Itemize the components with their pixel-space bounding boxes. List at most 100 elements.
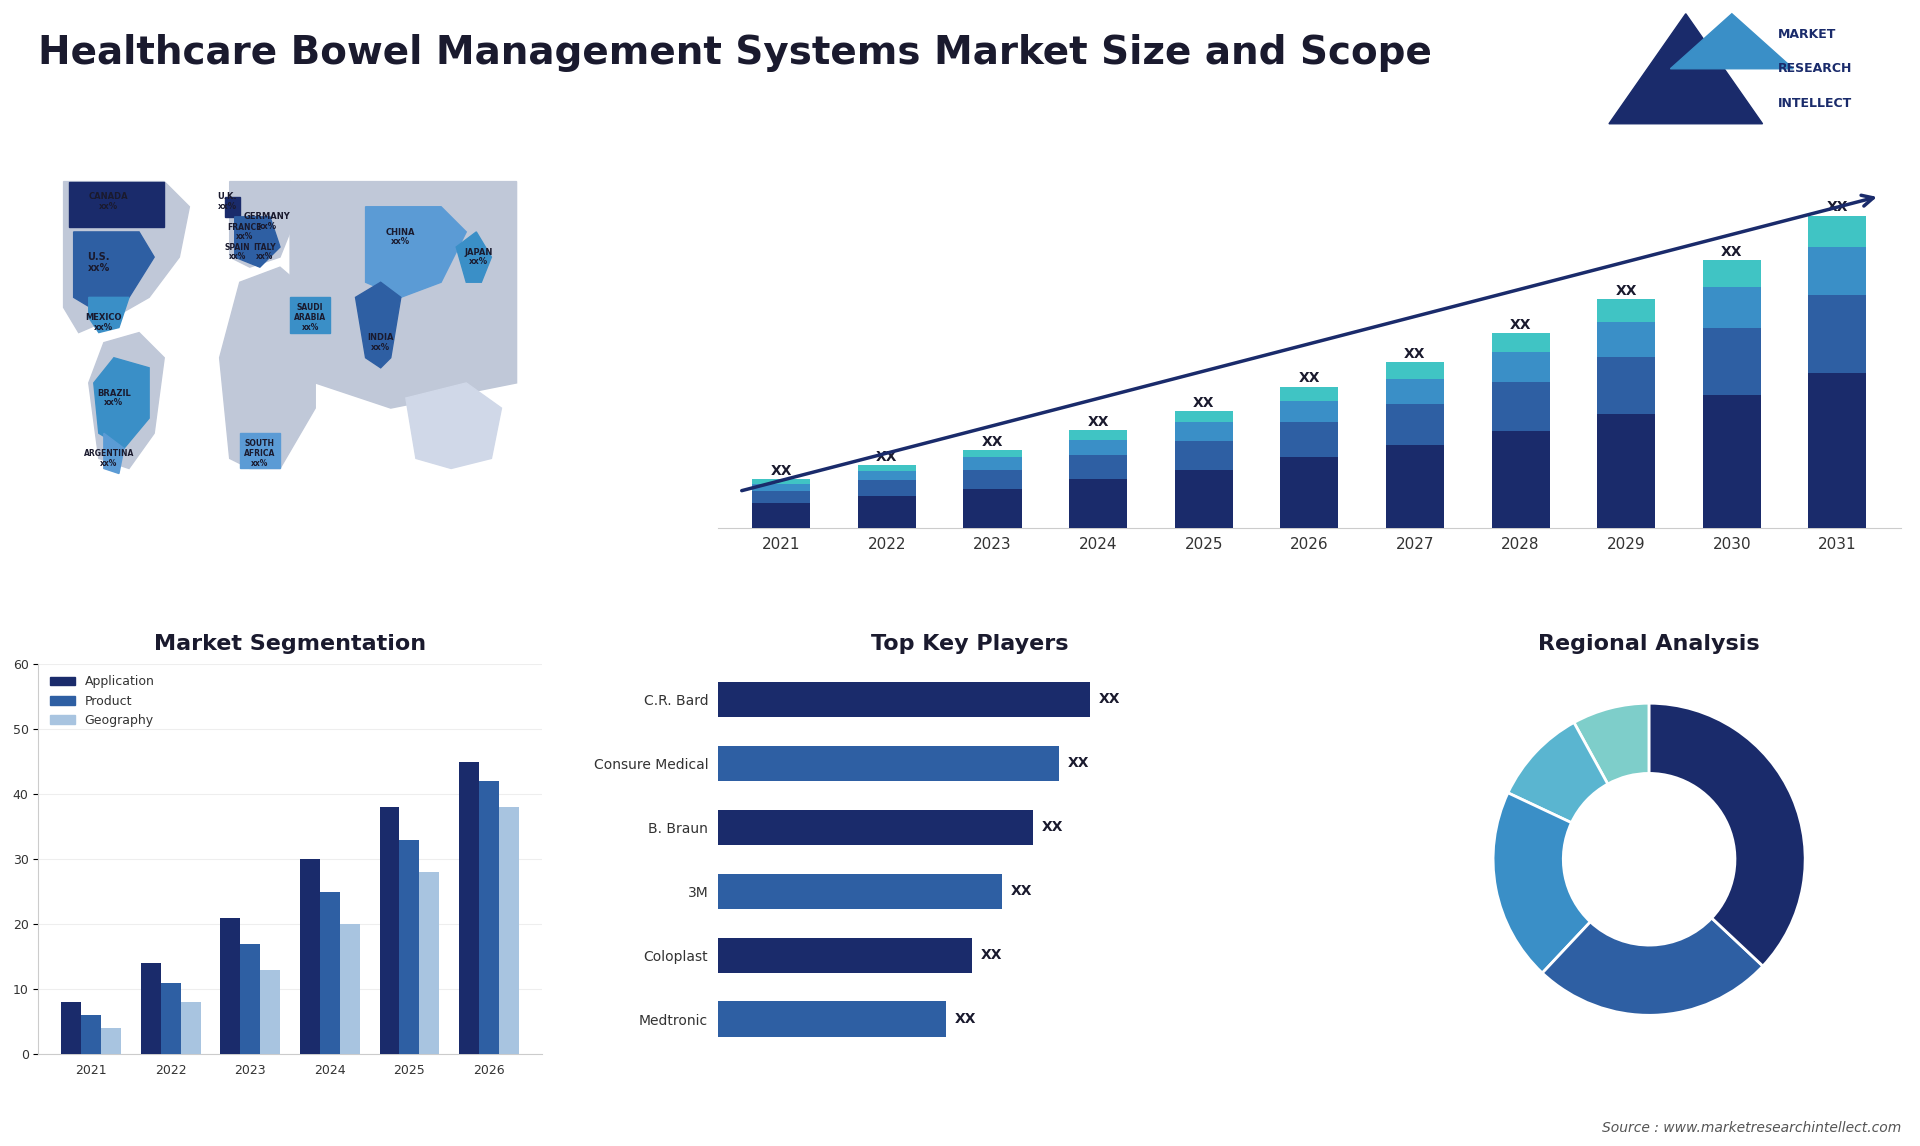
Text: CANADA
xx%: CANADA xx%: [88, 193, 129, 211]
Bar: [1703, 328, 1761, 394]
Bar: [240, 944, 261, 1054]
Text: XX: XX: [1012, 885, 1033, 898]
Bar: [1809, 372, 1866, 527]
Bar: [718, 873, 1002, 909]
Polygon shape: [219, 267, 315, 469]
Text: XX: XX: [1720, 245, 1743, 259]
Text: XX: XX: [1068, 756, 1089, 770]
Polygon shape: [405, 383, 501, 469]
Bar: [1175, 470, 1233, 527]
Bar: [1597, 299, 1655, 322]
Polygon shape: [1670, 14, 1793, 69]
Text: U.S.
xx%: U.S. xx%: [88, 252, 109, 273]
Bar: [499, 807, 518, 1054]
Text: RESEARCH: RESEARCH: [1778, 62, 1853, 76]
Polygon shape: [1609, 14, 1763, 124]
Bar: [1069, 431, 1127, 440]
Polygon shape: [69, 181, 165, 227]
Bar: [1809, 296, 1866, 372]
Bar: [340, 925, 359, 1054]
Bar: [1597, 322, 1655, 358]
Text: XX: XX: [1298, 371, 1321, 385]
Text: Source : www.marketresearchintellect.com: Source : www.marketresearchintellect.com: [1601, 1121, 1901, 1135]
Bar: [1809, 248, 1866, 296]
Polygon shape: [230, 181, 300, 267]
Text: FRANCE
xx%: FRANCE xx%: [228, 222, 261, 242]
Text: XX: XX: [1098, 692, 1119, 706]
Text: XX: XX: [954, 1012, 975, 1026]
Bar: [1281, 401, 1338, 423]
Polygon shape: [290, 181, 516, 408]
Bar: [858, 465, 916, 471]
Bar: [1703, 394, 1761, 527]
Bar: [718, 937, 972, 973]
Bar: [753, 503, 810, 527]
Bar: [718, 1002, 945, 1037]
Bar: [753, 479, 810, 484]
Text: GERMANY
xx%: GERMANY xx%: [244, 212, 290, 231]
Text: XX: XX: [1087, 415, 1110, 430]
Text: INTELLECT: INTELLECT: [1778, 96, 1853, 110]
Text: XX: XX: [1509, 317, 1532, 331]
Bar: [858, 471, 916, 480]
Legend: Latin America, Middle East &
Africa, Asia Pacific, Europe, North America: Latin America, Middle East & Africa, Asi…: [1916, 794, 1920, 925]
Polygon shape: [365, 206, 467, 297]
Text: BRAZIL
xx%: BRAZIL xx%: [98, 388, 131, 407]
Bar: [1386, 362, 1444, 379]
Text: XX: XX: [981, 948, 1002, 963]
Text: XX: XX: [1192, 395, 1215, 409]
Bar: [964, 470, 1021, 489]
Polygon shape: [355, 282, 401, 368]
Bar: [1492, 431, 1549, 527]
Text: XX: XX: [1404, 347, 1427, 361]
Text: JAPAN
xx%: JAPAN xx%: [465, 248, 493, 266]
Bar: [180, 1003, 200, 1054]
Bar: [459, 762, 480, 1054]
Bar: [964, 449, 1021, 457]
Bar: [300, 860, 321, 1054]
Bar: [1281, 423, 1338, 457]
Bar: [1386, 446, 1444, 527]
Text: MARKET: MARKET: [1778, 28, 1836, 41]
Polygon shape: [240, 433, 280, 469]
Polygon shape: [457, 231, 492, 282]
Title: Regional Analysis: Regional Analysis: [1538, 634, 1761, 654]
Bar: [1386, 379, 1444, 405]
Bar: [1492, 332, 1549, 352]
Bar: [221, 918, 240, 1054]
Bar: [1597, 358, 1655, 414]
Bar: [140, 964, 161, 1054]
Bar: [1809, 215, 1866, 248]
Title: Market Segmentation: Market Segmentation: [154, 634, 426, 654]
Text: XX: XX: [1043, 821, 1064, 834]
Bar: [480, 782, 499, 1054]
Bar: [102, 1028, 121, 1054]
Text: XX: XX: [981, 434, 1004, 448]
Bar: [161, 983, 180, 1054]
Text: ITALY
xx%: ITALY xx%: [253, 243, 276, 261]
Bar: [81, 1015, 102, 1054]
Bar: [1703, 260, 1761, 286]
Bar: [1069, 455, 1127, 479]
Polygon shape: [63, 181, 190, 332]
Text: MEXICO
xx%: MEXICO xx%: [86, 313, 123, 332]
Bar: [1281, 386, 1338, 401]
Polygon shape: [290, 297, 330, 332]
Bar: [718, 746, 1060, 780]
Wedge shape: [1574, 704, 1649, 784]
Polygon shape: [88, 297, 129, 332]
Bar: [1069, 440, 1127, 455]
Bar: [964, 489, 1021, 527]
Bar: [1703, 286, 1761, 328]
Text: XX: XX: [1826, 201, 1849, 214]
Bar: [399, 840, 419, 1054]
Bar: [1175, 410, 1233, 423]
Wedge shape: [1507, 722, 1607, 823]
Text: XX: XX: [770, 464, 793, 478]
Text: Healthcare Bowel Management Systems Market Size and Scope: Healthcare Bowel Management Systems Mark…: [38, 34, 1432, 72]
Text: ARGENTINA
xx%: ARGENTINA xx%: [84, 449, 134, 468]
Bar: [718, 810, 1033, 845]
Bar: [261, 970, 280, 1054]
Text: INDIA
xx%: INDIA xx%: [367, 333, 394, 352]
Bar: [1492, 383, 1549, 431]
